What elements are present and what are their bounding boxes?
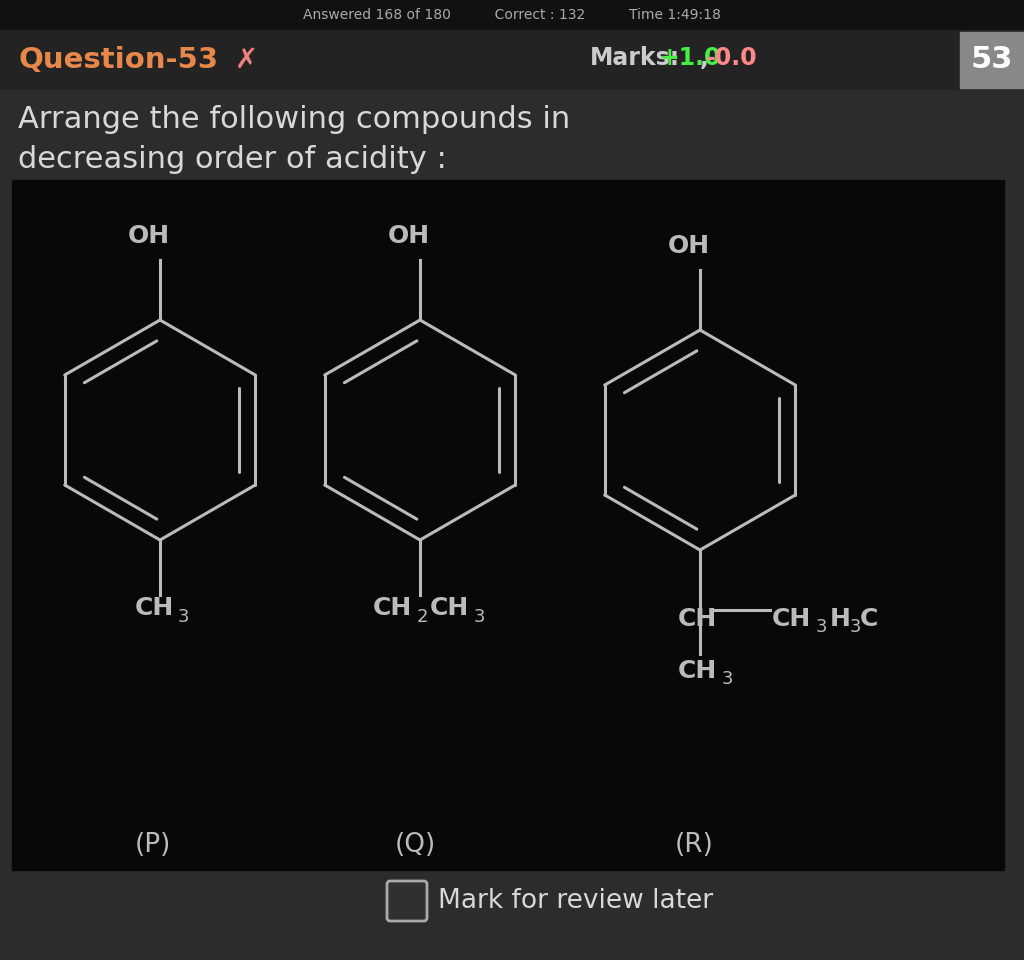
Text: CH: CH — [678, 607, 717, 631]
Text: ✗: ✗ — [234, 46, 258, 74]
FancyBboxPatch shape — [387, 881, 427, 921]
Text: (P): (P) — [135, 832, 171, 858]
Text: 3: 3 — [178, 608, 189, 626]
Text: Answered 168 of 180          Correct : 132          Time 1:49:18: Answered 168 of 180 Correct : 132 Time 1… — [303, 8, 721, 22]
Text: CH: CH — [772, 607, 811, 631]
Text: Arrange the following compounds in: Arrange the following compounds in — [18, 106, 570, 134]
Text: H: H — [830, 607, 851, 631]
Bar — [0, 0, 1024, 30]
Text: Mark for review later: Mark for review later — [438, 888, 713, 914]
Text: OH: OH — [668, 234, 710, 258]
Text: (Q): (Q) — [395, 832, 436, 858]
Text: CH: CH — [135, 596, 174, 620]
Text: 3: 3 — [850, 618, 861, 636]
Text: CH: CH — [678, 659, 717, 683]
Text: -0.0: -0.0 — [706, 46, 758, 70]
Text: OH: OH — [128, 224, 170, 248]
Text: C: C — [860, 607, 879, 631]
Text: CH: CH — [373, 596, 413, 620]
Text: Question-53: Question-53 — [18, 46, 218, 74]
Text: 3: 3 — [722, 670, 733, 688]
Text: Marks:: Marks: — [590, 46, 680, 70]
Text: decreasing order of acidity :: decreasing order of acidity : — [18, 146, 446, 175]
Text: 2: 2 — [417, 608, 428, 626]
Text: ,: , — [700, 46, 709, 70]
Bar — [12, 180, 1004, 870]
Text: 53: 53 — [971, 45, 1013, 75]
Text: +1.0: +1.0 — [660, 46, 722, 70]
Text: 3: 3 — [474, 608, 485, 626]
Text: (R): (R) — [675, 832, 714, 858]
Text: 3: 3 — [816, 618, 827, 636]
Bar — [0, 30, 1024, 90]
Text: CH: CH — [430, 596, 469, 620]
Bar — [961, 32, 1024, 88]
Text: OH: OH — [388, 224, 430, 248]
